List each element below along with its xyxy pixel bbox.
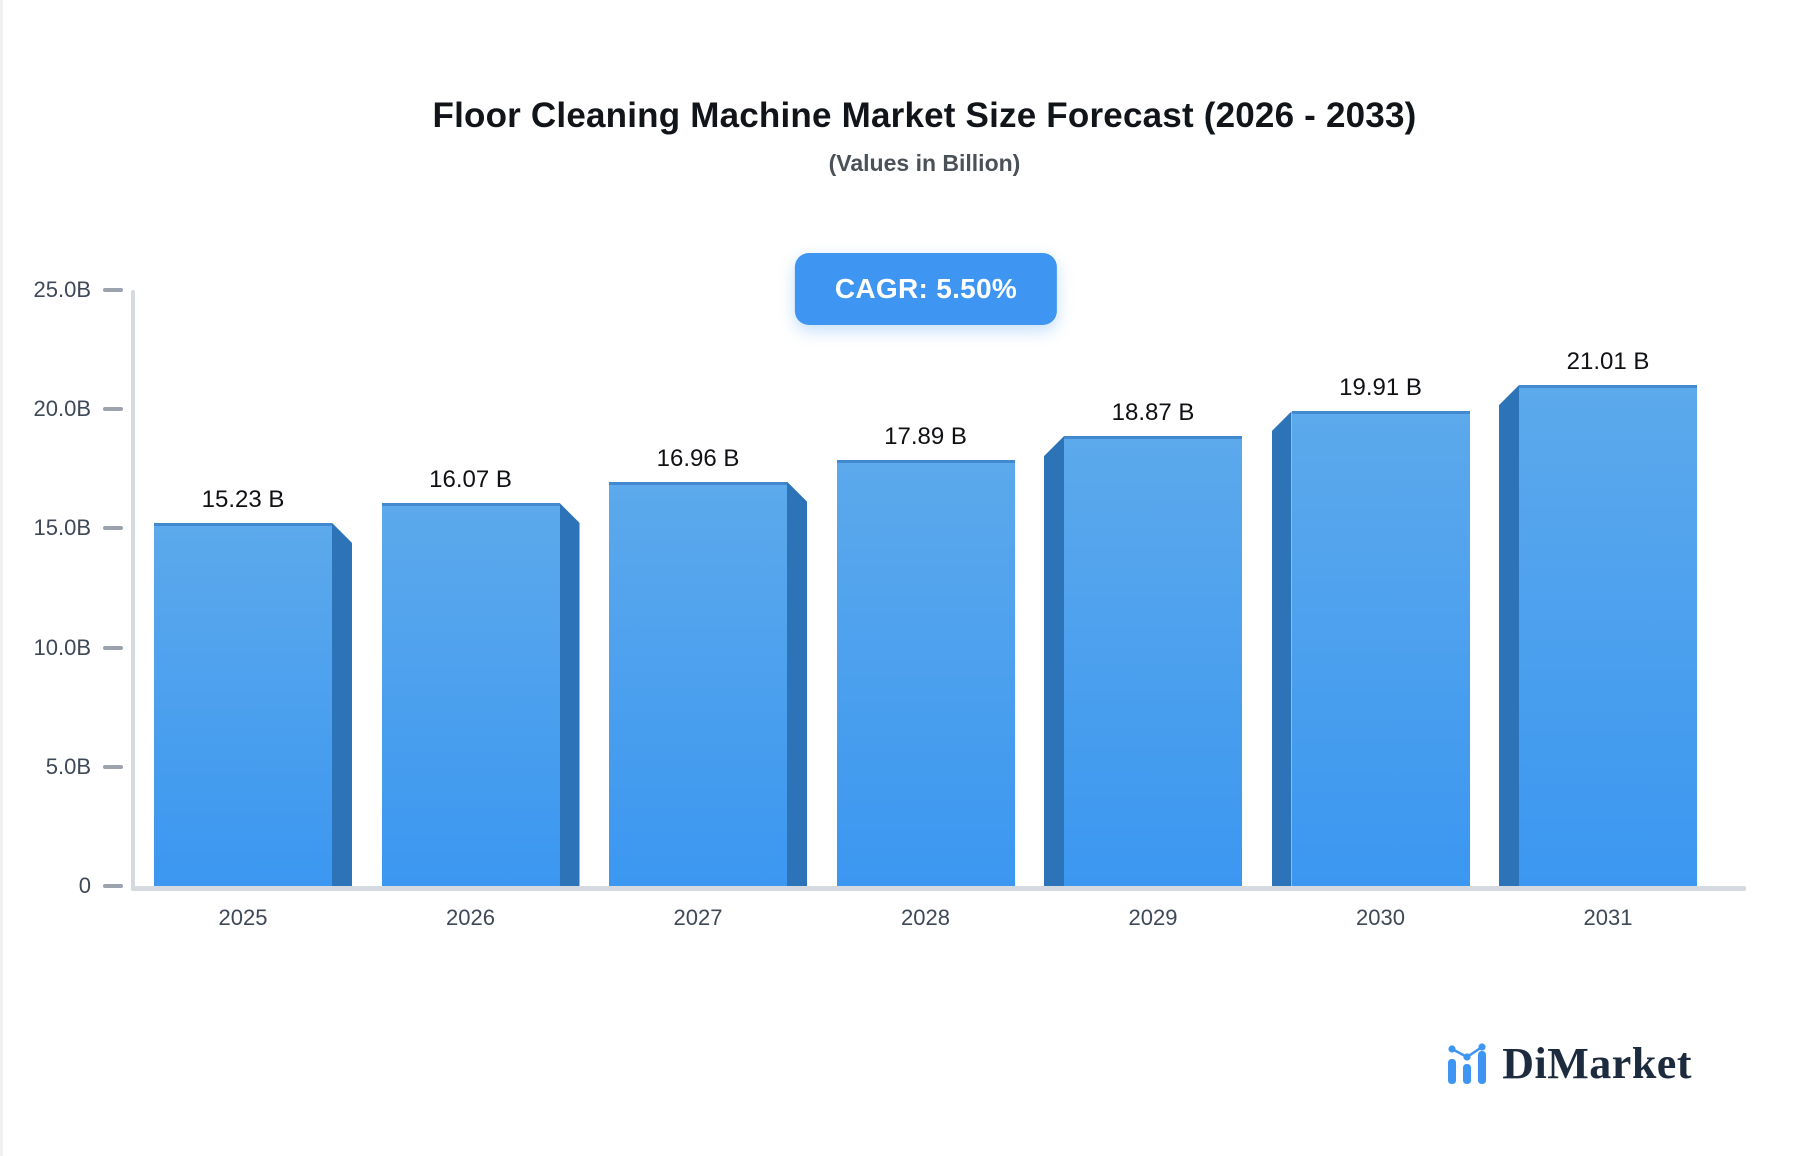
bar-side-2029: [1044, 436, 1064, 886]
bar-2028: [836, 459, 1015, 886]
bar-2031: [1519, 385, 1697, 886]
bar-line-chart-icon: [1448, 1043, 1487, 1084]
bar-value-label: 16.96 B: [656, 444, 740, 472]
x-axis-label: 2031: [1583, 905, 1633, 930]
bar-2029: [1064, 436, 1242, 886]
bar-value-label: 19.91 B: [1339, 374, 1422, 402]
y-axis-label: 15.0B: [33, 515, 92, 541]
bar-2026: [381, 502, 560, 886]
bar-side-2026: [559, 502, 580, 886]
bar-value-label: 16.07 B: [429, 465, 512, 493]
x-axis-label: 2027: [673, 905, 723, 930]
y-axis-label: 20.0B: [33, 396, 92, 422]
bar-value-label: 18.87 B: [1111, 399, 1195, 427]
x-axis-label: 2026: [446, 905, 495, 930]
bar-2027: [609, 481, 787, 886]
bar-side-2025: [332, 522, 352, 886]
y-axis-label: 10.0B: [33, 634, 92, 660]
logo-text: DiMarket: [1502, 1039, 1692, 1088]
bar-side-2030: [1271, 411, 1292, 886]
y-axis-label: 25.0B: [33, 277, 92, 302]
y-tick-mark: [103, 288, 123, 292]
bar-2025: [154, 522, 332, 886]
bar-value-label: 15.23 B: [201, 485, 285, 513]
bar-chart: 25.0B 20.0B 15.0B 10.0B 5.0B 0 15.23 B 2025 16.0…: [3, 0, 1800, 1156]
y-tick-mark: [103, 645, 123, 650]
y-tick-mark: [103, 764, 123, 769]
y-axis-line: [131, 290, 135, 891]
x-axis-line: [131, 886, 1746, 891]
y-tick-mark: [103, 526, 123, 531]
dimarket-logo: DiMarket: [1446, 1042, 1692, 1086]
y-tick-mark: [103, 884, 123, 888]
y-axis-label: 0: [78, 873, 91, 898]
x-axis-label: 2025: [218, 905, 268, 930]
x-axis-label: 2029: [1128, 905, 1178, 930]
bar-value-label: 17.89 B: [884, 422, 967, 450]
page-title: Floor Cleaning Machine Market Size Forec…: [432, 96, 1417, 135]
bar-side-2027: [787, 481, 807, 886]
y-axis-label: 5.0B: [45, 753, 91, 779]
bar-value-label: 21.01 B: [1566, 348, 1650, 376]
x-axis-label: 2028: [901, 905, 950, 930]
y-tick-mark: [103, 407, 123, 412]
chart-subtitle: (Values in Billion): [828, 150, 1021, 176]
bar-2030: [1291, 411, 1470, 886]
bar-side-2031: [1499, 385, 1519, 886]
cagr-badge: CAGR: 5.50%: [794, 253, 1058, 325]
x-axis-label: 2030: [1356, 905, 1405, 930]
